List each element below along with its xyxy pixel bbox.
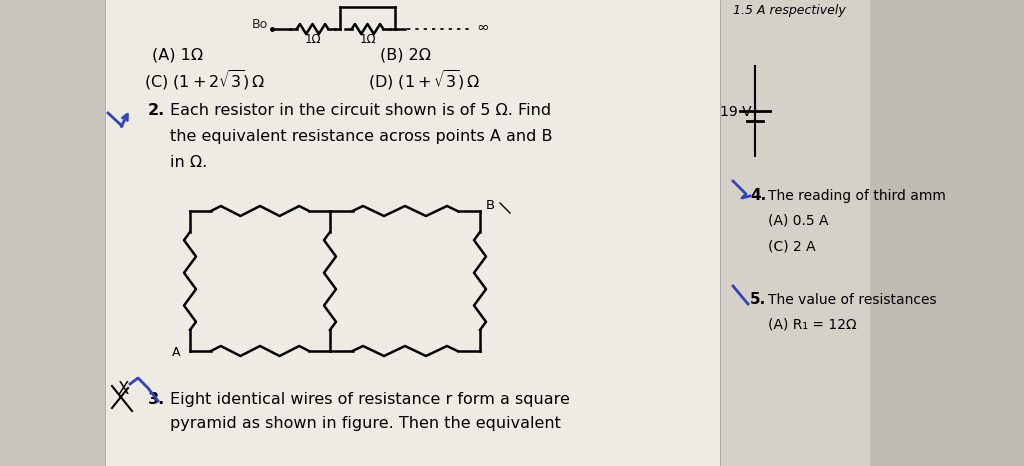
Bar bbox=[0, 0, 105, 466]
Text: (D) $(1+\sqrt{3})\,\Omega$: (D) $(1+\sqrt{3})\,\Omega$ bbox=[368, 69, 480, 92]
Text: (B) 2Ω: (B) 2Ω bbox=[380, 48, 431, 63]
Text: (C) 2 A: (C) 2 A bbox=[768, 240, 816, 254]
Text: (A) 1Ω: (A) 1Ω bbox=[152, 48, 203, 63]
Text: 3.: 3. bbox=[148, 392, 165, 407]
Text: (C) $(1+2\sqrt{3})\,\Omega$: (C) $(1+2\sqrt{3})\,\Omega$ bbox=[144, 69, 265, 92]
Text: The value of resistances: The value of resistances bbox=[768, 293, 937, 307]
Text: ∞: ∞ bbox=[476, 20, 488, 35]
Text: 5.: 5. bbox=[750, 292, 766, 307]
Text: Eight identical wires of resistance r form a square: Eight identical wires of resistance r fo… bbox=[170, 392, 570, 407]
Text: Each resistor in the circuit shown is of 5 Ω. Find: Each resistor in the circuit shown is of… bbox=[170, 103, 551, 118]
Text: 1.5 A respectively: 1.5 A respectively bbox=[733, 4, 846, 17]
Bar bbox=[870, 0, 1024, 466]
Text: The reading of third amm: The reading of third amm bbox=[768, 189, 946, 203]
Text: in Ω.: in Ω. bbox=[170, 155, 207, 170]
Text: pyramid as shown in figure. Then the equivalent: pyramid as shown in figure. Then the equ… bbox=[170, 416, 561, 431]
Text: A: A bbox=[172, 346, 180, 359]
Text: 4.: 4. bbox=[750, 188, 766, 203]
Text: X: X bbox=[118, 380, 129, 398]
Text: 1Ω: 1Ω bbox=[304, 33, 321, 46]
Text: 19 V: 19 V bbox=[720, 105, 752, 119]
Text: 2.: 2. bbox=[148, 103, 165, 118]
Bar bbox=[720, 0, 1024, 466]
Text: the equivalent resistance across points A and B: the equivalent resistance across points … bbox=[170, 129, 553, 144]
Text: Bo: Bo bbox=[252, 18, 268, 31]
Bar bbox=[105, 0, 720, 466]
Text: 1Ω: 1Ω bbox=[359, 33, 376, 46]
Text: (A) 0.5 A: (A) 0.5 A bbox=[768, 213, 828, 227]
Text: B: B bbox=[486, 199, 496, 212]
Text: (A) R₁ = 12Ω: (A) R₁ = 12Ω bbox=[768, 317, 857, 331]
